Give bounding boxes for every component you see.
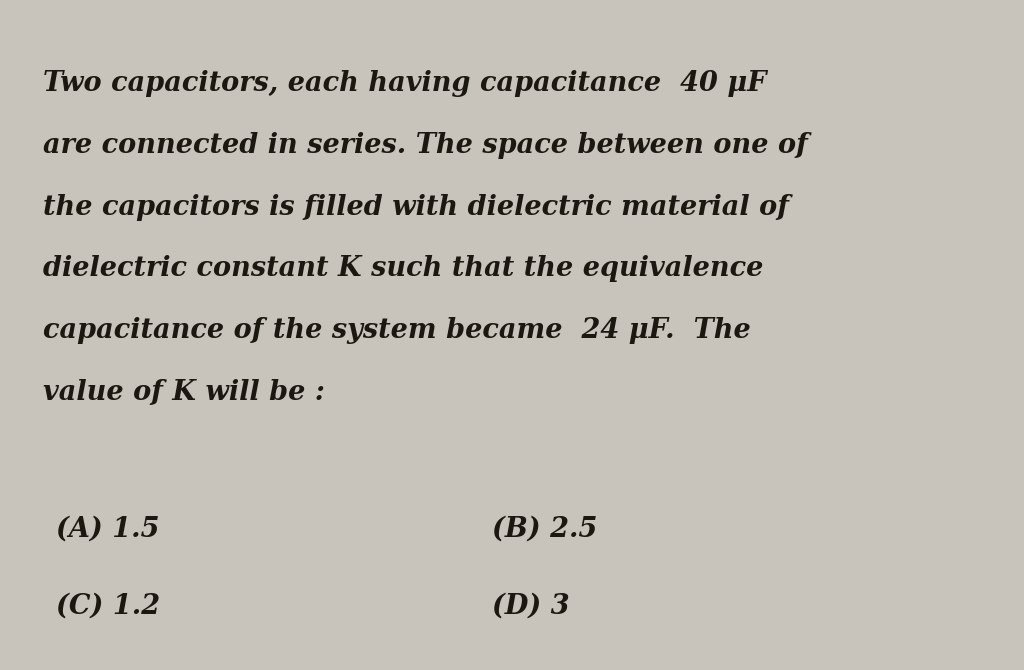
Text: are connected in series. The space between one of: are connected in series. The space betwe…: [43, 132, 808, 159]
Text: dielectric constant K such that the equivalence: dielectric constant K such that the equi…: [43, 255, 763, 282]
Text: (B) 2.5: (B) 2.5: [492, 516, 597, 543]
Text: value of K will be :: value of K will be :: [43, 379, 325, 405]
Text: capacitance of the system became  24 μF.  The: capacitance of the system became 24 μF. …: [43, 317, 751, 344]
Text: (A) 1.5: (A) 1.5: [56, 516, 160, 543]
Text: Two capacitors, each having capacitance  40 μF: Two capacitors, each having capacitance …: [43, 70, 767, 97]
Text: the capacitors is filled with dielectric material of: the capacitors is filled with dielectric…: [43, 194, 788, 220]
Text: (C) 1.2: (C) 1.2: [56, 593, 161, 620]
Text: (D) 3: (D) 3: [492, 593, 569, 620]
